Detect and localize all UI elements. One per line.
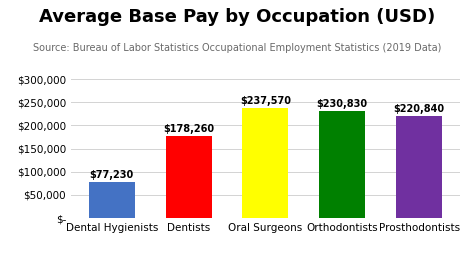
Text: $237,570: $237,570 <box>240 96 291 106</box>
Text: $178,260: $178,260 <box>163 124 214 134</box>
Bar <box>396 116 442 218</box>
Bar <box>319 111 365 218</box>
Bar <box>242 108 289 218</box>
Text: $220,840: $220,840 <box>393 104 445 114</box>
Text: $77,230: $77,230 <box>90 171 134 181</box>
Text: $230,830: $230,830 <box>317 99 368 109</box>
Bar <box>89 182 135 218</box>
Text: Average Base Pay by Occupation (USD): Average Base Pay by Occupation (USD) <box>39 8 435 26</box>
Text: Source: Bureau of Labor Statistics Occupational Employment Statistics (2019 Data: Source: Bureau of Labor Statistics Occup… <box>33 43 441 53</box>
Bar <box>165 135 212 218</box>
